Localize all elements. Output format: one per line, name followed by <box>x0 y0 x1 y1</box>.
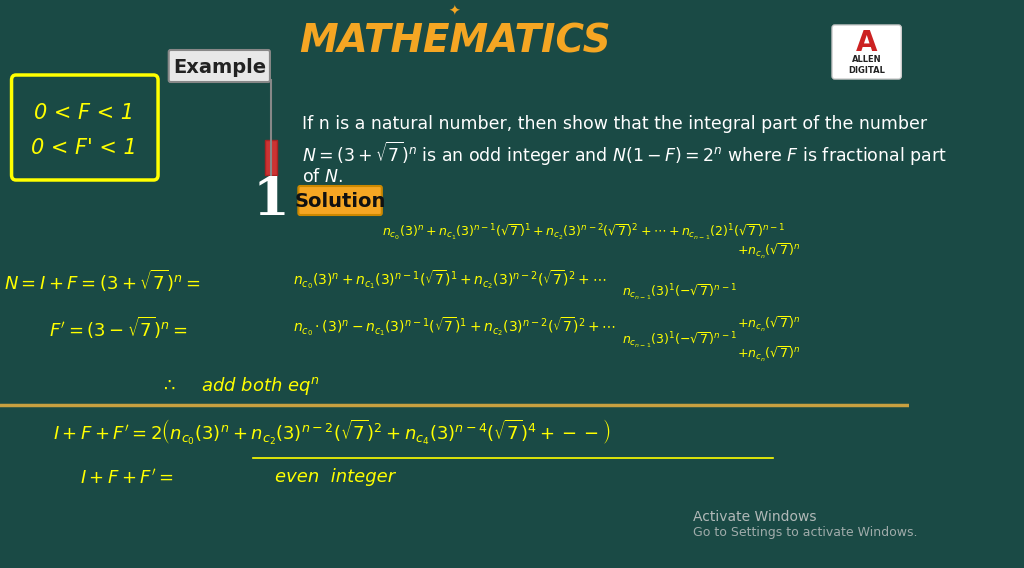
Text: $n_{c_{n-1}}(3)^1(-\sqrt{7})^{n-1}$: $n_{c_{n-1}}(3)^1(-\sqrt{7})^{n-1}$ <box>622 330 736 350</box>
Text: $I + F + F' = 2\left(n_{c_0}(3)^n + n_{c_2}(3)^{n-2}(\sqrt{7})^2 + n_{c_4}(3)^{n: $I + F + F' = 2\left(n_{c_0}(3)^n + n_{c… <box>53 418 610 447</box>
Text: A: A <box>856 29 878 57</box>
Text: $+ n_{c_n}(\sqrt{7})^n$: $+ n_{c_n}(\sqrt{7})^n$ <box>737 345 801 364</box>
Text: $+ n_{c_n}(\sqrt{7})^n$: $+ n_{c_n}(\sqrt{7})^n$ <box>737 242 801 261</box>
FancyBboxPatch shape <box>169 50 270 82</box>
Text: $N = I + F = (3 + \sqrt{7})^n = $: $N = I + F = (3 + \sqrt{7})^n = $ <box>4 268 201 294</box>
Text: $n_{c_0} \cdot (3)^n - n_{c_1}(3)^{n-1}(\sqrt{7})^1 + n_{c_2}(3)^{n-2}(\sqrt{7}): $n_{c_0} \cdot (3)^n - n_{c_1}(3)^{n-1}(… <box>293 315 616 338</box>
Text: of $N$.: of $N$. <box>302 168 343 186</box>
Text: Go to Settings to activate Windows.: Go to Settings to activate Windows. <box>692 526 918 539</box>
Text: Example: Example <box>173 57 266 77</box>
Text: even  integer: even integer <box>275 468 395 486</box>
FancyBboxPatch shape <box>833 25 901 79</box>
Text: $+ n_{c_n}(\sqrt{7})^n$: $+ n_{c_n}(\sqrt{7})^n$ <box>737 315 801 335</box>
Bar <box>264 140 278 175</box>
Text: $n_{c_{n-1}}(3)^1(-\sqrt{7})^{n-1}$: $n_{c_{n-1}}(3)^1(-\sqrt{7})^{n-1}$ <box>622 282 736 302</box>
Text: $I + F + F' =$: $I + F + F' =$ <box>80 468 174 487</box>
FancyBboxPatch shape <box>298 186 382 215</box>
Text: If n is a natural number, then show that the integral part of the number: If n is a natural number, then show that… <box>302 115 927 133</box>
Text: Activate Windows: Activate Windows <box>692 510 816 524</box>
Text: MATHEMATICS: MATHEMATICS <box>299 22 610 60</box>
Text: $F' = (3 - \sqrt{7})^n = $: $F' = (3 - \sqrt{7})^n = $ <box>49 315 187 341</box>
Text: ALLEN
DIGITAL: ALLEN DIGITAL <box>848 55 885 75</box>
Text: $\therefore$    add both eq$^n$: $\therefore$ add both eq$^n$ <box>160 375 319 397</box>
Text: Solution: Solution <box>295 191 386 211</box>
Text: 0 < F' < 1: 0 < F' < 1 <box>32 138 137 158</box>
Text: 0 < F < 1: 0 < F < 1 <box>35 103 134 123</box>
Text: $n_{c_0}(3)^n + n_{c_1}(3)^{n-1}(\sqrt{7})^1 + n_{c_2}(3)^{n-2}(\sqrt{7})^2 + \c: $n_{c_0}(3)^n + n_{c_1}(3)^{n-1}(\sqrt{7… <box>382 222 785 241</box>
Text: ✦: ✦ <box>449 5 461 19</box>
Text: 1: 1 <box>253 175 289 226</box>
Text: $n_{c_0}(3)^n + n_{c_1}(3)^{n-1}(\sqrt{7})^1 + n_{c_2}(3)^{n-2}(\sqrt{7})^2 + \c: $n_{c_0}(3)^n + n_{c_1}(3)^{n-1}(\sqrt{7… <box>293 268 606 291</box>
Text: $N = (3 + \sqrt{7})^n$ is an odd integer and $N(1 - F) = 2^n$ where $F$ is fract: $N = (3 + \sqrt{7})^n$ is an odd integer… <box>302 140 947 168</box>
